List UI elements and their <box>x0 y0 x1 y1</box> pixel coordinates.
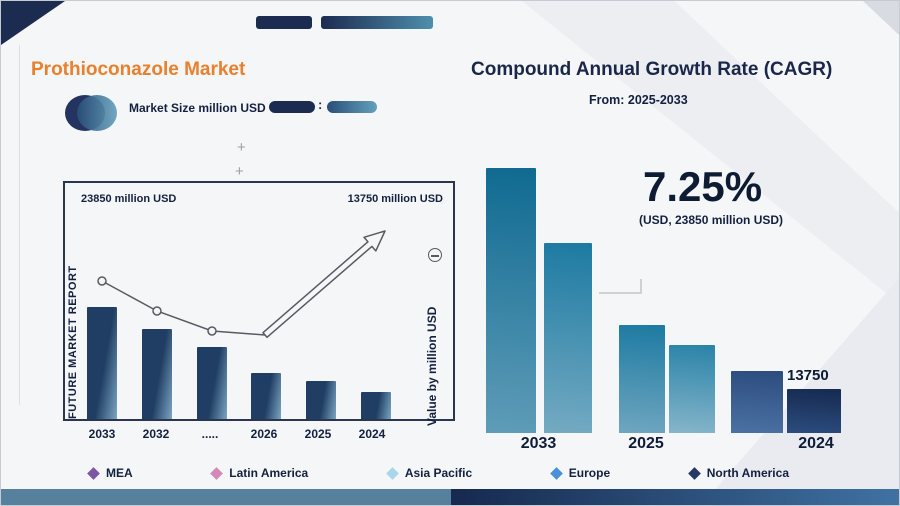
region-legend: MEA Latin America Asia Pacific Europe No… <box>87 466 789 480</box>
legend-item: MEA <box>87 466 133 480</box>
page-title: Prothioconazole Market <box>31 59 246 80</box>
trend-marker <box>207 326 217 336</box>
market-size-bar <box>196 347 227 419</box>
corner-triangle-decoration <box>1 1 65 45</box>
cagr-bar-2024 <box>731 371 783 433</box>
start-value-label: 23850 million USD <box>81 193 177 205</box>
legend-label: Asia Pacific <box>404 466 473 480</box>
cagr-bar-2025 <box>619 325 665 433</box>
cagr-bar-2033 <box>544 243 592 433</box>
market-size-chart-panel: 23850 million USD 13750 million USD FUTU… <box>63 181 455 421</box>
cagr-title: Compound Annual Growth Rate (CAGR) <box>471 59 833 80</box>
x-tick-label: ..... <box>201 427 219 441</box>
progress-pill <box>327 101 377 113</box>
legend-item: North America <box>687 466 789 480</box>
legend-label: Latin America <box>229 466 309 480</box>
legend-label: MEA <box>106 466 133 480</box>
bottom-stripe-right <box>451 489 899 505</box>
cagr-bars: 13750 <box>481 161 861 433</box>
bottom-stripe-left <box>1 489 451 505</box>
legend-item: Asia Pacific <box>385 466 473 480</box>
step-line <box>599 279 642 294</box>
legend-diamond-icon <box>385 466 399 480</box>
legend-diamond-icon <box>87 466 100 480</box>
market-size-logo-icon <box>63 93 121 138</box>
top-bar-decoration <box>256 16 312 29</box>
x-tick-label: 2025 <box>304 427 332 441</box>
trend-arrow <box>262 230 386 339</box>
end-value-label: 13750 million USD <box>347 193 443 205</box>
market-size-bar <box>87 307 117 419</box>
legend-diamond-icon <box>687 466 701 480</box>
circled-dash-icon <box>428 248 442 262</box>
vertical-line-decoration <box>19 45 20 405</box>
corner-triangle-decoration <box>863 1 899 35</box>
market-size-bar <box>141 329 172 419</box>
market-size-bars <box>87 183 391 419</box>
x-tick-label: 2025 <box>628 435 664 452</box>
cagr-value: 7.25% <box>643 163 763 210</box>
legend-diamond-icon <box>549 466 563 480</box>
market-size-bar <box>360 392 391 419</box>
plus-mark: + <box>237 139 246 156</box>
x-tick-label: 2026 <box>250 427 278 441</box>
legend-label: Europe <box>568 466 611 480</box>
trend-marker <box>152 306 162 316</box>
value-callout: 13750 <box>787 367 829 384</box>
progress-pill <box>269 101 315 113</box>
cagr-subtitle: From: 2025-2033 <box>589 93 688 107</box>
logo-caption: Market Size million USD <box>129 101 266 115</box>
cagr-caption: (USD, 23850 million USD) <box>639 213 784 227</box>
legend-label: North America <box>706 466 789 480</box>
market-size-bar <box>251 373 282 419</box>
legend-item: Latin America <box>210 466 309 480</box>
market-size-bar <box>306 381 337 419</box>
trend-marker <box>97 276 107 286</box>
x-tick-label: 2032 <box>142 427 170 441</box>
value-axis-label: Value by million USD <box>425 306 439 426</box>
pill-separator: : <box>318 97 323 112</box>
x-tick-label: 2033 <box>520 435 557 452</box>
legend-diamond-icon <box>210 466 224 480</box>
step-overlay <box>599 279 642 294</box>
x-tick-label: 2024 <box>798 435 834 452</box>
cagr-bar-2033 <box>486 168 536 433</box>
cagr-bar-2025 <box>669 345 715 433</box>
trend-line <box>101 280 266 336</box>
cagr-bar-2024 <box>787 389 841 433</box>
trend-overlay <box>97 230 386 339</box>
x-tick-label: 2033 <box>88 427 116 441</box>
legend-item: Europe <box>549 466 611 480</box>
plus-mark: + <box>235 163 244 180</box>
top-bar-decoration <box>321 16 433 29</box>
market-size-x-axis: 2033 2032 ..... 2026 2025 2024 <box>85 427 389 441</box>
x-tick-label: 2024 <box>358 427 386 441</box>
